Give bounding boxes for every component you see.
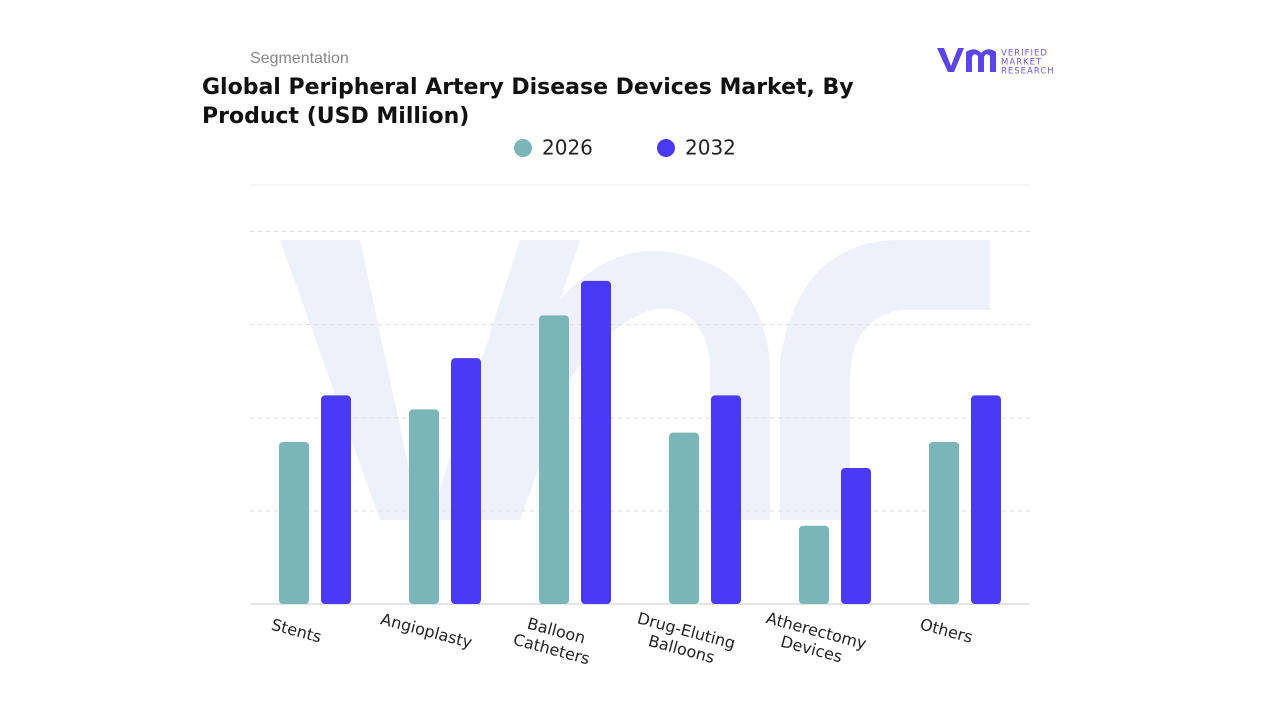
x-tick-label: AtherectomyDevices [759, 608, 868, 671]
legend-swatch [514, 139, 532, 157]
bar [929, 441, 959, 604]
bar [711, 395, 741, 604]
watermark [280, 240, 990, 520]
bar [279, 441, 309, 604]
bar [539, 315, 569, 604]
chart-title: Global Peripheral Artery Disease Devices… [202, 75, 854, 129]
logo-text: MARKET [1001, 58, 1042, 68]
bar [451, 358, 481, 604]
bar [409, 409, 439, 604]
bar [799, 525, 829, 604]
logo-mark [937, 48, 996, 72]
x-tick-label: Stents [269, 615, 323, 647]
x-tick-label: Others [918, 615, 975, 647]
logo-text: RESEARCH [1001, 67, 1055, 77]
x-tick-label: Drug-ElutingBalloons [630, 608, 737, 671]
bar [971, 395, 1001, 604]
subtitle: Segmentation [250, 50, 349, 67]
bar [321, 395, 351, 604]
logo-text: VERIFIED [1001, 49, 1048, 59]
x-tick-label: BalloonCatheters [511, 611, 596, 668]
bar [841, 468, 871, 604]
legend-label: 2032 [685, 136, 736, 160]
legend-label: 2026 [542, 136, 593, 160]
bar [581, 280, 611, 604]
legend-swatch [657, 139, 675, 157]
bar [669, 432, 699, 604]
x-tick-label: Angioplasty [379, 609, 475, 652]
